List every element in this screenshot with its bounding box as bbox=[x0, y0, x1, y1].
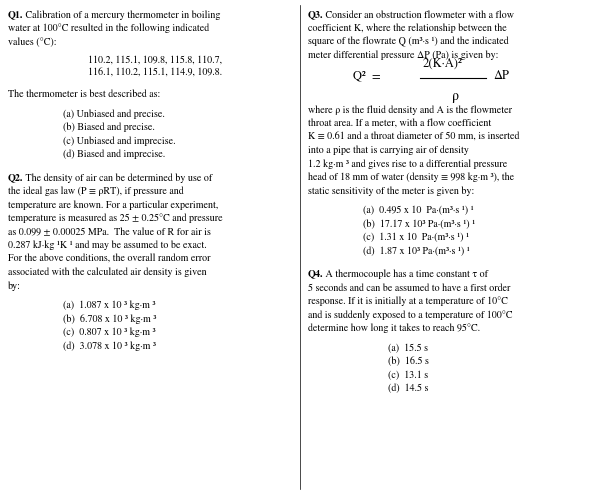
Text: and is suddenly exposed to a temperature of 100°C: and is suddenly exposed to a temperature… bbox=[308, 310, 513, 320]
Text: into a pipe that is carrying air of density: into a pipe that is carrying air of dens… bbox=[308, 146, 469, 155]
Text: 2(K·A)²: 2(K·A)² bbox=[423, 58, 463, 70]
Text: Q²  =: Q² = bbox=[353, 70, 380, 82]
Text: (a)  15.5 s: (a) 15.5 s bbox=[388, 343, 428, 353]
Text: (b)  16.5 s: (b) 16.5 s bbox=[388, 357, 429, 366]
Text: associated with the calculated air density is given: associated with the calculated air densi… bbox=[8, 267, 207, 277]
Text: (d) Biased and imprecise.: (d) Biased and imprecise. bbox=[63, 150, 165, 159]
Text: (b)  17.17 x 10³ Pa·(m³·s⁻¹)⁻¹: (b) 17.17 x 10³ Pa·(m³·s⁻¹)⁻¹ bbox=[363, 219, 475, 229]
Text: (d)  14.5 s: (d) 14.5 s bbox=[388, 383, 429, 393]
Text: Q4.: Q4. bbox=[308, 270, 323, 279]
Text: (c) Unbiased and imprecise.: (c) Unbiased and imprecise. bbox=[63, 136, 175, 146]
Text: static sensitivity of the meter is given by:: static sensitivity of the meter is given… bbox=[308, 186, 474, 196]
Text: (d)  3.078 x 10⁻³ kg·m⁻³: (d) 3.078 x 10⁻³ kg·m⁻³ bbox=[63, 341, 156, 351]
Text: (a) Unbiased and precise.: (a) Unbiased and precise. bbox=[63, 109, 165, 119]
Text: 5 seconds and can be assumed to have a first order: 5 seconds and can be assumed to have a f… bbox=[308, 283, 510, 292]
Text: A thermocouple has a time constant τ of: A thermocouple has a time constant τ of bbox=[323, 270, 488, 279]
Text: temperature is measured as 25 ± 0.25°C and pressure: temperature is measured as 25 ± 0.25°C a… bbox=[8, 213, 222, 223]
Text: (a)  1.087 x 10⁻³ kg·m⁻³: (a) 1.087 x 10⁻³ kg·m⁻³ bbox=[63, 300, 156, 310]
Text: Q3.: Q3. bbox=[308, 10, 323, 19]
Text: The density of air can be determined by use of: The density of air can be determined by … bbox=[23, 173, 212, 183]
Text: Consider an obstruction flowmeter with a flow: Consider an obstruction flowmeter with a… bbox=[323, 10, 514, 20]
Text: (d)  1.87 x 10³ Pa·(m³·s⁻¹)⁻¹: (d) 1.87 x 10³ Pa·(m³·s⁻¹)⁻¹ bbox=[363, 246, 470, 255]
Text: determine how long it takes to reach 95°C.: determine how long it takes to reach 95°… bbox=[308, 324, 480, 333]
Text: values (°C):: values (°C): bbox=[8, 37, 56, 46]
Text: temperature are known. For a particular experiment,: temperature are known. For a particular … bbox=[8, 200, 218, 209]
Text: 110.2, 115.1, 109.8, 115.8, 110.7,: 110.2, 115.1, 109.8, 115.8, 110.7, bbox=[88, 54, 222, 64]
Text: 0.287 kJ·kg⁻¹K⁻¹ and may be assumed to be exact.: 0.287 kJ·kg⁻¹K⁻¹ and may be assumed to b… bbox=[8, 241, 207, 250]
Text: response. If it is initially at a temperature of 10°C: response. If it is initially at a temper… bbox=[308, 296, 508, 306]
Text: square of the flowrate Q (m³·s⁻¹) and the indicated: square of the flowrate Q (m³·s⁻¹) and th… bbox=[308, 37, 508, 47]
Text: K ≡ 0.61 and a throat diameter of 50 mm, is inserted: K ≡ 0.61 and a throat diameter of 50 mm,… bbox=[308, 132, 519, 142]
Text: For the above conditions, the overall random error: For the above conditions, the overall ra… bbox=[8, 254, 210, 264]
Text: by:: by: bbox=[8, 281, 21, 290]
Text: water at 100°C resulted in the following indicated: water at 100°C resulted in the following… bbox=[8, 24, 209, 33]
Text: (c)  13.1 s: (c) 13.1 s bbox=[388, 370, 428, 380]
Text: ΔP: ΔP bbox=[493, 70, 509, 82]
Text: where ρ is the fluid density and A is the flowmeter: where ρ is the fluid density and A is th… bbox=[308, 105, 512, 115]
Text: (a)  0.495 x 10⁶ Pa·(m³·s⁻¹)⁻¹: (a) 0.495 x 10⁶ Pa·(m³·s⁻¹)⁻¹ bbox=[363, 206, 474, 215]
Text: throat area. If a meter, with a flow coefficient: throat area. If a meter, with a flow coe… bbox=[308, 119, 491, 128]
Text: coefficient K, where the relationship between the: coefficient K, where the relationship be… bbox=[308, 24, 507, 33]
Text: Q2.: Q2. bbox=[8, 173, 23, 182]
Text: 1.2 kg·m⁻³ and gives rise to a differential pressure: 1.2 kg·m⁻³ and gives rise to a different… bbox=[308, 159, 507, 168]
Text: Q1.: Q1. bbox=[8, 10, 23, 19]
Text: the ideal gas law (P ≡ ρRT), if pressure and: the ideal gas law (P ≡ ρRT), if pressure… bbox=[8, 187, 184, 196]
Text: meter differential pressure ΔP (Pa) is given by:: meter differential pressure ΔP (Pa) is g… bbox=[308, 50, 498, 60]
Text: (b)  6.708 x 10⁻³ kg·m⁻³: (b) 6.708 x 10⁻³ kg·m⁻³ bbox=[63, 314, 156, 324]
Text: head of 18 mm of water (density ≡ 998 kg·m⁻³), the: head of 18 mm of water (density ≡ 998 kg… bbox=[308, 172, 514, 182]
Text: The thermometer is best described as:: The thermometer is best described as: bbox=[8, 89, 160, 99]
Text: (c)  0.807 x 10⁻³ kg·m⁻³: (c) 0.807 x 10⁻³ kg·m⁻³ bbox=[63, 328, 156, 337]
Text: Calibration of a mercury thermometer in boiling: Calibration of a mercury thermometer in … bbox=[23, 10, 221, 20]
Text: ρ: ρ bbox=[451, 90, 458, 103]
Text: (c)  1.31 x 10⁶ Pa·(m³·s⁻¹)⁻¹: (c) 1.31 x 10⁶ Pa·(m³·s⁻¹)⁻¹ bbox=[363, 233, 469, 242]
Text: 116.1, 110.2, 115.1, 114.9, 109.8.: 116.1, 110.2, 115.1, 114.9, 109.8. bbox=[88, 68, 222, 78]
Text: as 0.099 ± 0.00025 MPa.  The value of R for air is: as 0.099 ± 0.00025 MPa. The value of R f… bbox=[8, 227, 211, 237]
Text: (b) Biased and precise.: (b) Biased and precise. bbox=[63, 123, 155, 132]
